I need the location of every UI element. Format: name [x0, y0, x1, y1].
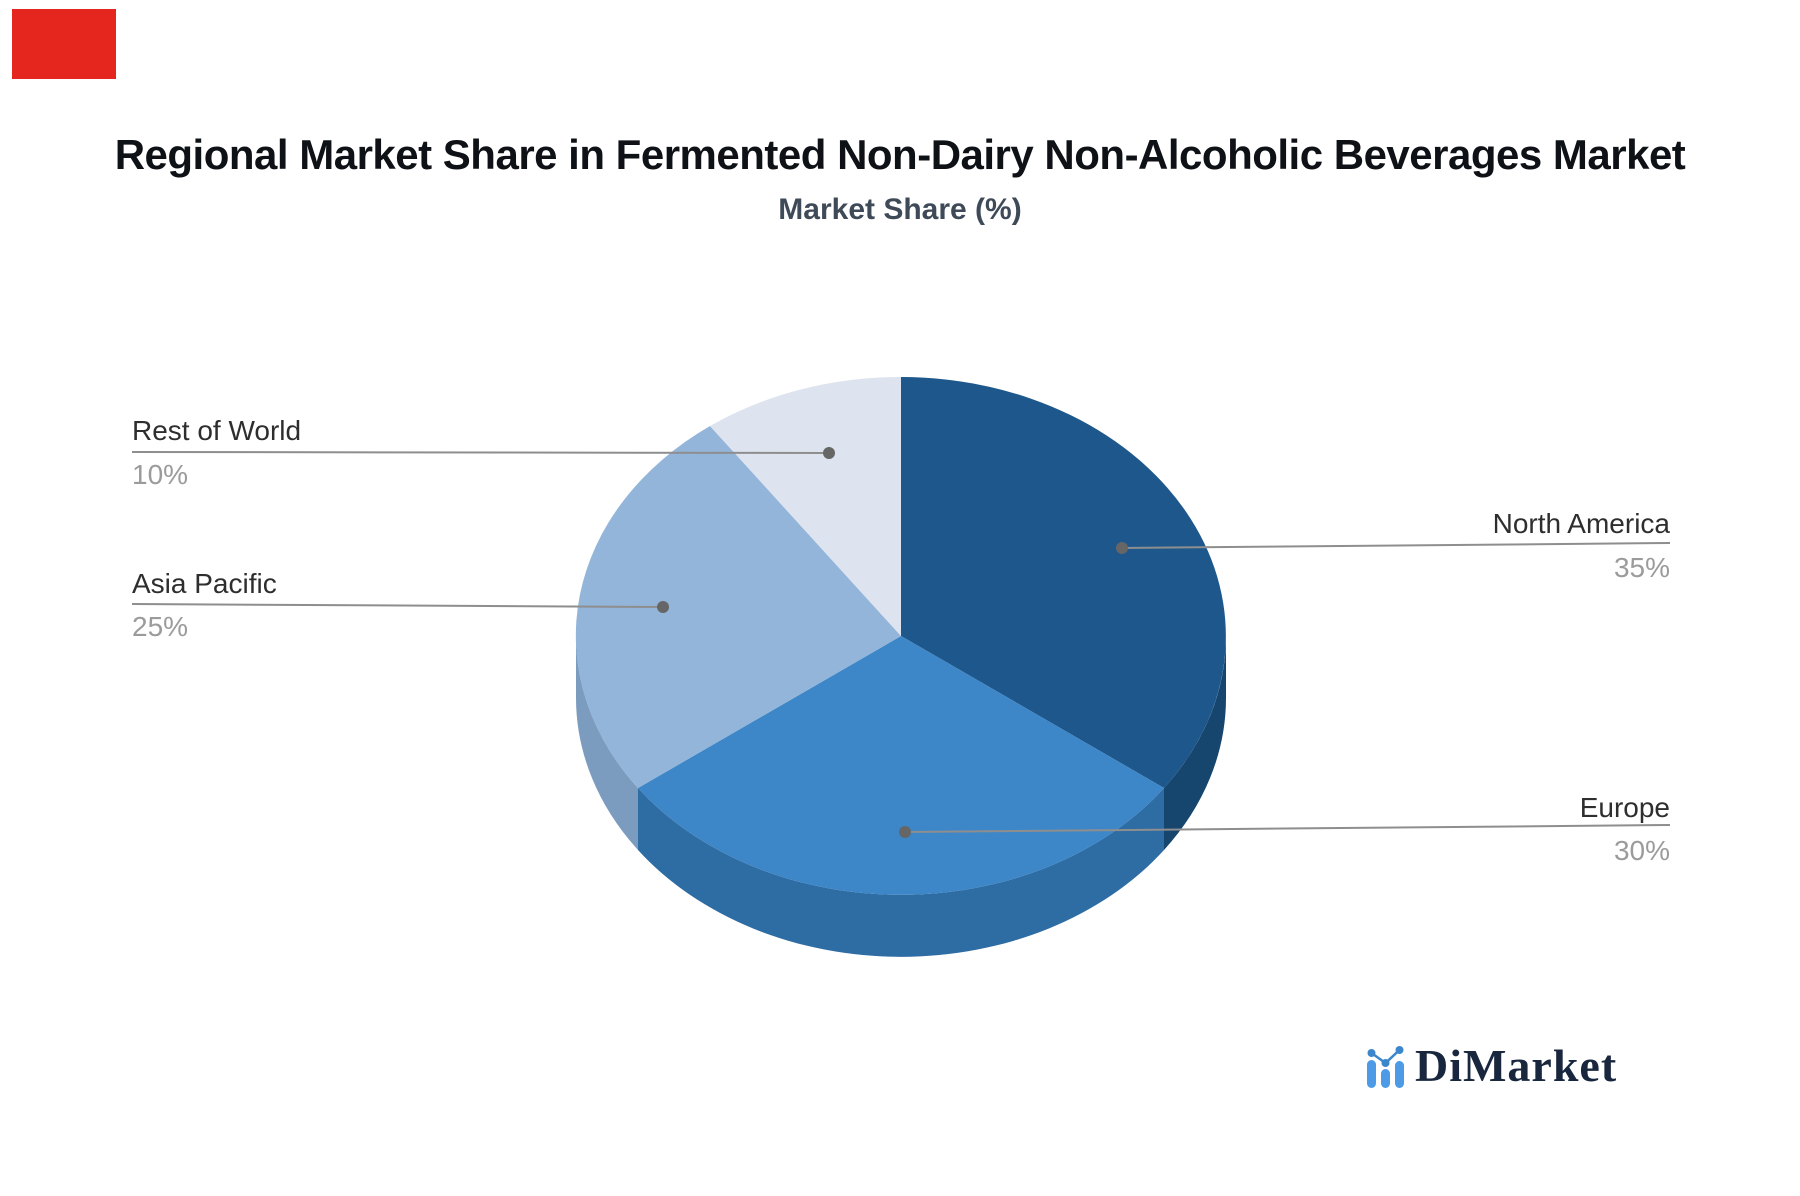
red-annotation-box	[12, 9, 116, 79]
label-rest-of-world: Rest of World 10%	[132, 416, 301, 490]
label-europe-percent: 30%	[1613, 835, 1670, 866]
leader-dot-rest-of-world	[823, 447, 835, 459]
label-europe-name: Europe	[1579, 792, 1670, 823]
dimarket-logo: DiMarket	[1366, 1040, 1618, 1091]
leader-line-asia-pacific	[131, 603, 664, 608]
label-asia-pacific-percent: 25%	[132, 611, 189, 642]
pie-slice-rest-of-world[interactable]	[710, 376, 901, 636]
chart-subtitle: Market Share (%)	[778, 193, 1022, 226]
bar-line-chart-icon	[1367, 1046, 1404, 1088]
label-rest-of-world-percent: 10%	[132, 459, 189, 490]
label-rest-of-world-name: Rest of World	[132, 415, 302, 446]
pie-slice-asia-pacific[interactable]	[575, 426, 901, 788]
label-north-america: North America 35%	[1493, 509, 1670, 583]
pie-side-europe	[638, 788, 1164, 957]
dimarket-logo-text: DiMarket	[1415, 1040, 1618, 1091]
leader-dot-north-america	[1116, 542, 1128, 554]
leader-line-north-america	[1121, 542, 1671, 549]
leader-line-europe	[904, 824, 1671, 833]
pie-slice-north-america[interactable]	[901, 377, 1226, 788]
label-north-america-name: North America	[1492, 508, 1670, 539]
label-asia-pacific: Asia Pacific 25%	[132, 569, 277, 642]
pie-side-north-america	[1164, 636, 1226, 850]
label-europe: Europe 30%	[1580, 793, 1670, 866]
pie-side-asia-pacific	[576, 636, 638, 850]
chart-title: Regional Market Share in Fermented Non-D…	[114, 131, 1686, 178]
label-asia-pacific-name: Asia Pacific	[132, 568, 277, 599]
leader-line-rest-of-world	[131, 451, 830, 454]
leader-dot-asia-pacific	[657, 601, 669, 613]
leader-dot-europe	[899, 826, 911, 838]
label-north-america-percent: 35%	[1613, 552, 1670, 583]
